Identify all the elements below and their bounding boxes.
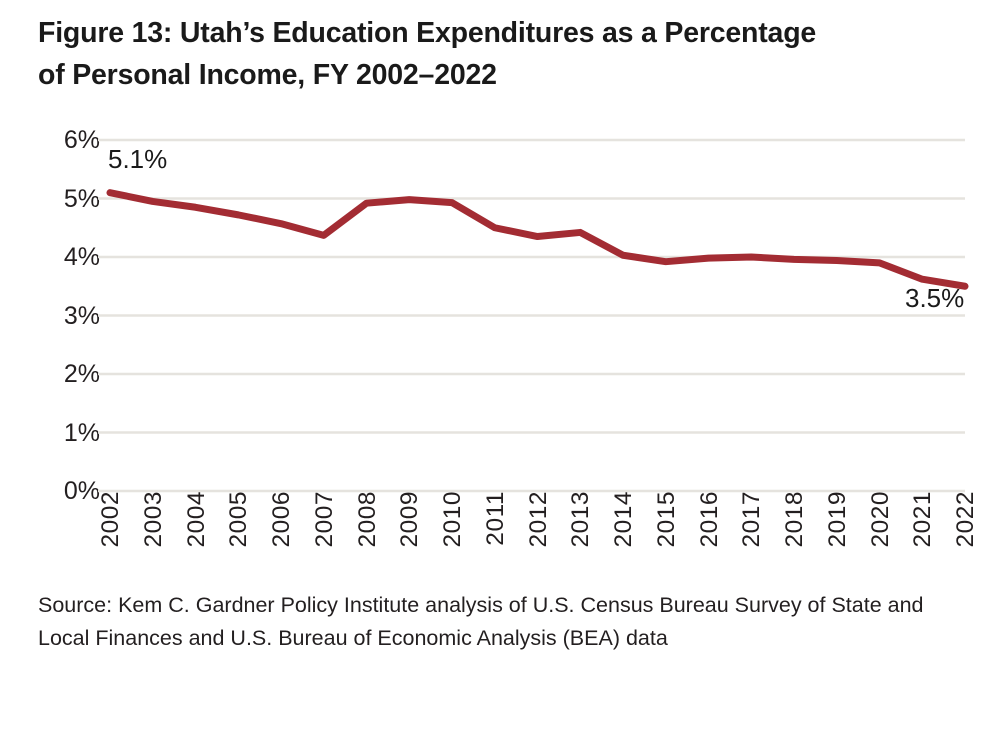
x-axis-tick-labels: 2002 2003 2004 2005 2006 2007 2008 2009 2010 2011… [0, 491, 986, 601]
chart-plot-area: 6% 5% 4% 3% 2% 1% 0% 2002 2003 2004 2005 2006 2007 2… [0, 118, 986, 578]
figure-title: Figure 13: Utah’s Education Expenditures… [38, 12, 958, 96]
x-axis-tick-label: 2019 [823, 491, 851, 548]
x-axis-tick-label: 2003 [139, 491, 167, 548]
data-line [106, 189, 969, 290]
x-axis-tick-label: 2021 [909, 491, 937, 548]
y-axis-tick-label: 6% [63, 126, 100, 154]
x-axis-tick-label: 2017 [738, 491, 766, 548]
y-axis-tick-label: 1% [63, 418, 100, 447]
x-axis-tick-label: 2006 [268, 491, 295, 548]
figure-title-line-1: Figure 13: Utah’s Education Expenditures… [38, 17, 817, 49]
y-axis-tick-label: 2% [63, 360, 100, 388]
gridlines [98, 138, 965, 493]
x-axis-tick-label: 2022 [952, 491, 979, 548]
source-note: Source: Kem C. Gardner Policy Institute … [38, 593, 924, 651]
x-axis-tick-label: 2015 [652, 491, 680, 548]
x-axis-tick-label: 2002 [97, 491, 124, 548]
data-label-start: 5.1% [108, 144, 168, 174]
x-axis-tick-label: 2010 [439, 491, 466, 548]
x-axis-tick-label: 2009 [396, 491, 424, 548]
x-axis-tick-label: 2012 [524, 491, 552, 548]
x-axis-tick-label: 2008 [353, 491, 381, 548]
y-axis-tick-label: 4% [63, 243, 100, 271]
x-axis-tick-label: 2013 [567, 491, 595, 548]
y-axis-tick-label: 3% [63, 301, 100, 330]
x-axis-tick-label: 2016 [695, 491, 723, 548]
x-axis-tick-label: 2020 [866, 491, 894, 548]
data-label-end: 3.5% [905, 283, 965, 313]
y-axis-tick-label: 0% [63, 477, 100, 505]
x-axis-tick-label: 2018 [781, 491, 808, 548]
x-axis-tick-label: 2011 [481, 491, 509, 546]
data-series-group [106, 189, 969, 290]
x-axis-tick-label: 2014 [610, 491, 637, 548]
line-chart-svg [98, 138, 969, 493]
figure-title-line-2: of Personal Income, FY 2002–2022 [38, 59, 497, 92]
y-axis-tick-labels: 6% 5% 4% 3% 2% 1% 0% [32, 118, 100, 504]
x-axis-tick-label: 2005 [225, 491, 253, 548]
y-axis-tick-label: 5% [63, 184, 100, 213]
x-axis-tick-label: 2004 [182, 491, 210, 548]
x-axis-tick-label: 2007 [310, 491, 338, 548]
